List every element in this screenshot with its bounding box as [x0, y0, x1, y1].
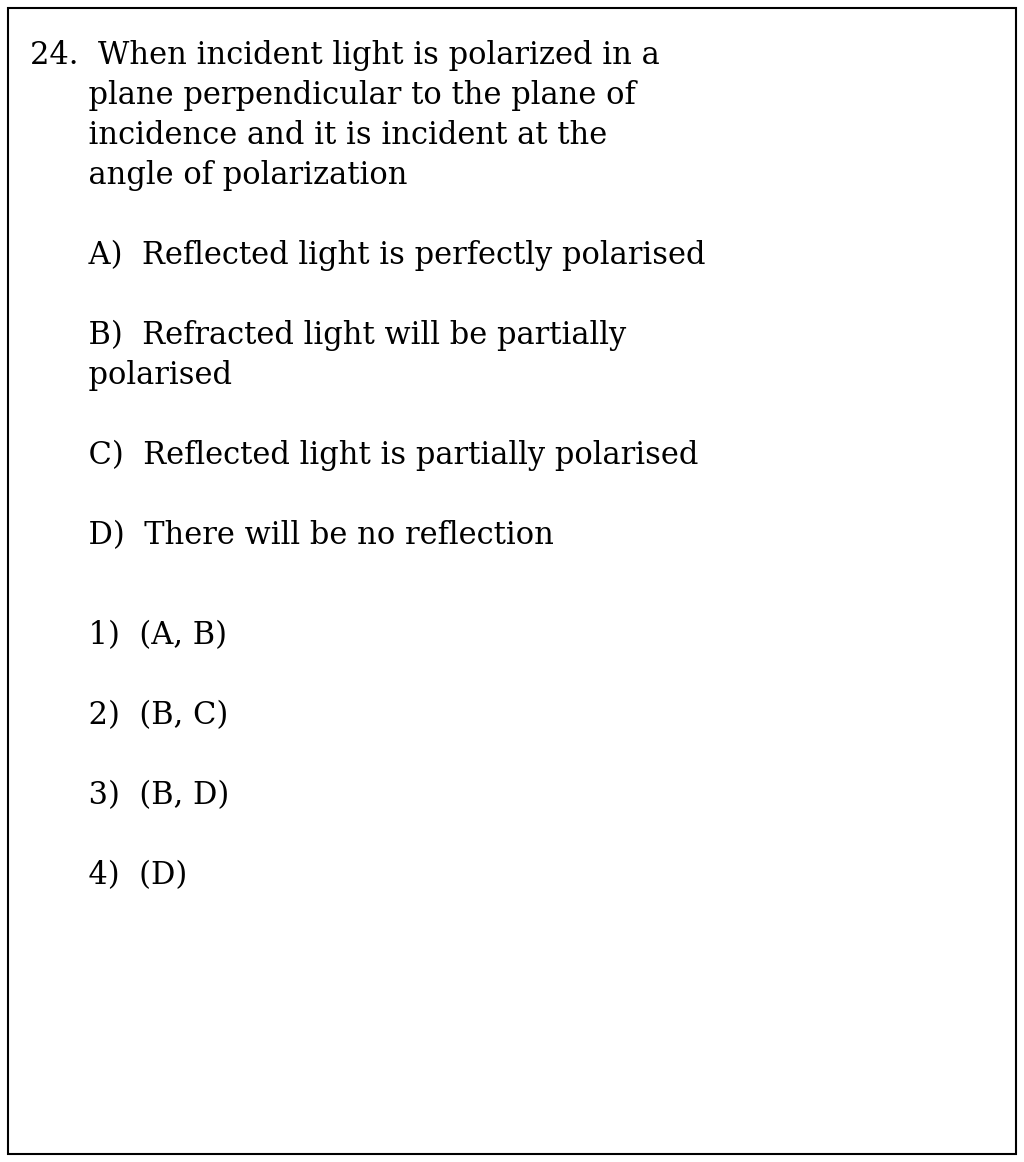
- Text: plane perpendicular to the plane of: plane perpendicular to the plane of: [30, 80, 636, 112]
- Text: 24.  When incident light is polarized in a: 24. When incident light is polarized in …: [30, 40, 659, 71]
- Text: 3)  (B, D): 3) (B, D): [30, 780, 229, 811]
- Text: 1)  (A, B): 1) (A, B): [30, 621, 227, 651]
- Text: C)  Reflected light is partially polarised: C) Reflected light is partially polarise…: [30, 440, 698, 472]
- Text: polarised: polarised: [30, 360, 232, 390]
- Text: B)  Refracted light will be partially: B) Refracted light will be partially: [30, 320, 627, 351]
- Text: 4)  (D): 4) (D): [30, 860, 187, 891]
- Text: angle of polarization: angle of polarization: [30, 160, 408, 191]
- Text: 2)  (B, C): 2) (B, C): [30, 700, 228, 731]
- Text: incidence and it is incident at the: incidence and it is incident at the: [30, 120, 607, 151]
- Text: A)  Reflected light is perfectly polarised: A) Reflected light is perfectly polarise…: [30, 241, 706, 271]
- Text: D)  There will be no reflection: D) There will be no reflection: [30, 521, 554, 551]
